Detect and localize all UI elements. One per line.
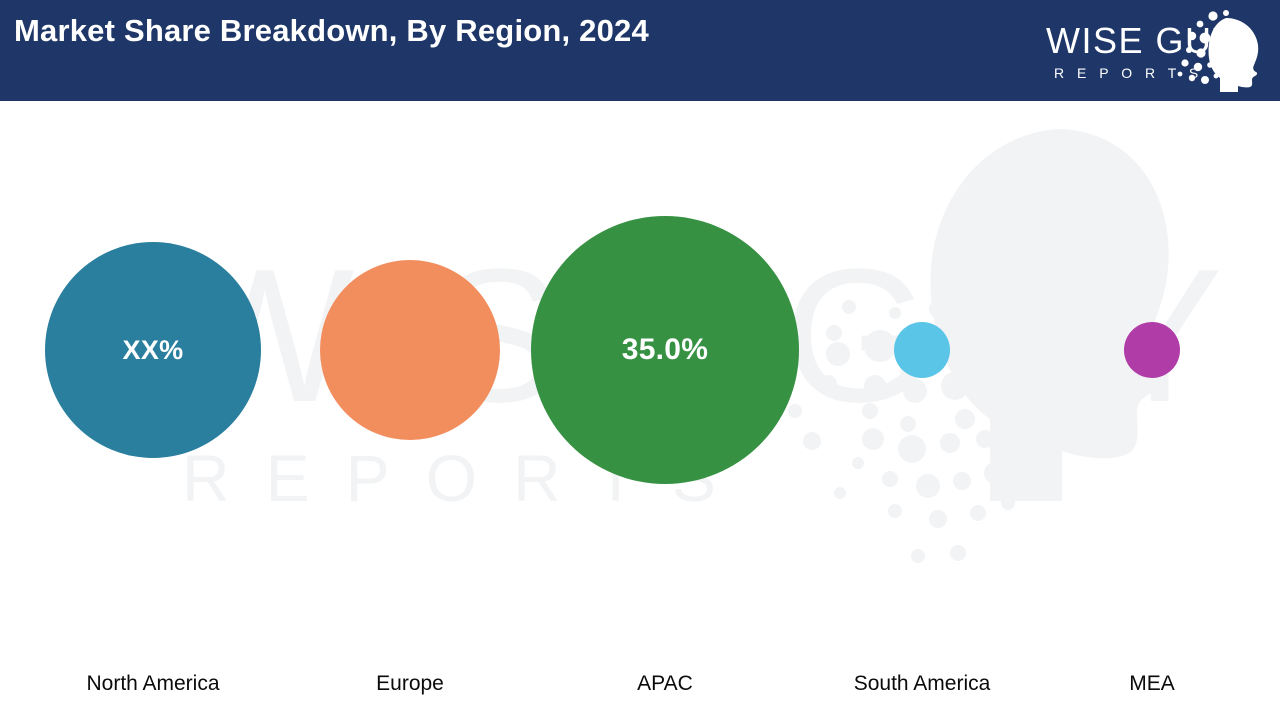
page-title: Market Share Breakdown, By Region, 2024 bbox=[14, 13, 649, 48]
page-header: Market Share Breakdown, By Region, 2024 … bbox=[0, 0, 1280, 101]
bubble-north-america[interactable]: XX% bbox=[45, 242, 261, 458]
wise-guy-reports-logo: WISE GUY R E P O R T S bbox=[1040, 8, 1272, 94]
bubble-south-america[interactable] bbox=[894, 322, 950, 378]
bubble-value-north-america: XX% bbox=[122, 334, 184, 365]
logo-dot-cloud bbox=[1177, 10, 1229, 84]
axis-label-north-america: North America bbox=[86, 672, 220, 695]
chart-area: WISE GUY REPORTS bbox=[0, 101, 1280, 720]
logo-wordmark-secondary: R E P O R T S bbox=[1054, 65, 1203, 81]
bubble-value-apac: 35.0% bbox=[621, 333, 709, 366]
axis-label-europe: Europe bbox=[376, 672, 444, 695]
axis-label-mea: MEA bbox=[1129, 672, 1175, 695]
axis-label-apac: APAC bbox=[637, 672, 693, 695]
axis-label-south-america: South America bbox=[853, 672, 991, 695]
bubble-europe[interactable] bbox=[320, 260, 500, 440]
bubble-apac[interactable]: 35.0% bbox=[531, 216, 799, 484]
category-axis: North America Europe APAC South America … bbox=[0, 650, 1280, 720]
bubble-plot: XX% 35.0% bbox=[0, 101, 1280, 720]
bubble-mea[interactable] bbox=[1124, 322, 1180, 378]
head-profile-icon bbox=[1208, 18, 1259, 92]
